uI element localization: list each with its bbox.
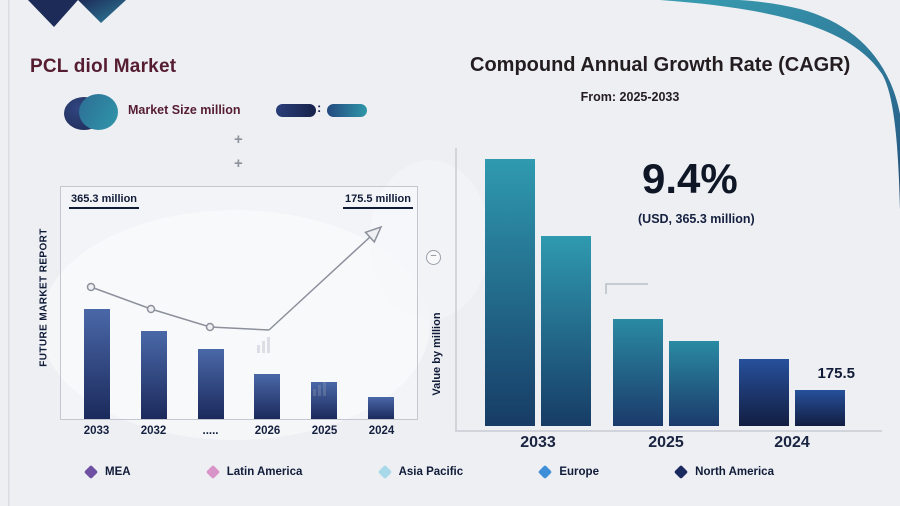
legend-diamond-icon (377, 464, 392, 480)
chart-value-2024: 175.5 million (342, 193, 413, 209)
cagr-title: Compound Annual Growth Rate (CAGR) (470, 54, 851, 76)
market-x-label: ..... (202, 425, 219, 437)
cagr-group-2025: 2025 (613, 319, 719, 456)
value-callout: 175.5 (817, 365, 855, 382)
legend-item-mea: MEA (83, 464, 131, 480)
cagr-bars-row: 175.5 (739, 359, 855, 426)
cagr-value: 9.4% (642, 155, 738, 202)
page-title-left: PCL diol Market (30, 56, 177, 77)
legend-diamond-icon (538, 464, 553, 480)
cagr-bars-row (485, 159, 591, 426)
market-bar-2032 (140, 331, 167, 419)
cagr-note: (USD, 365.3 million) (638, 212, 755, 226)
market-bar-..... (197, 349, 224, 419)
cagr-bar-2024-2 (795, 390, 845, 426)
market-bar-2026 (254, 374, 281, 419)
market-x-labels: 2033 2032..... 2026 2025 2024 (60, 425, 418, 437)
cagr-y-axis-label: Value by million (431, 312, 443, 396)
market-x-label: 2032 (140, 425, 167, 437)
disc-teal (79, 94, 118, 130)
legend-diamond-icon (205, 464, 220, 480)
market-x-label: 2033 (83, 425, 110, 437)
market-bars (61, 187, 417, 419)
legend-label: Europe (559, 466, 599, 478)
chart-value-2033: 365.3 million (69, 193, 140, 209)
plus-decoration: + (234, 155, 243, 172)
legend-pill-separator: : (317, 100, 322, 115)
market-x-label: 2024 (368, 425, 395, 437)
cagr-bar-2025-2 (669, 341, 719, 426)
legend-label: Asia Pacific (398, 466, 464, 478)
legend-item-asia-pacific: Asia Pacific (377, 464, 464, 480)
cagr-bars-row (613, 319, 719, 426)
left-chart-y-axis-label: FUTURE MARKET REPORT (38, 228, 50, 367)
regions-legend: MEA Latin America Asia Pacific Europe North … (83, 464, 774, 480)
market-size-legend-label: Market Size million (128, 103, 241, 117)
legend-item-europe: Europe (538, 464, 599, 480)
market-size-chart: 365.3 million 175.5 million (60, 186, 418, 420)
market-bar-2024 (367, 397, 394, 419)
market-x-label: 2025 (311, 425, 338, 437)
step-line-decoration (605, 283, 648, 294)
cagr-groups: 2033 2025 175.5 2024 (455, 142, 885, 456)
legend-label: North America (695, 466, 774, 478)
cagr-bar-2025-1 (613, 319, 663, 426)
cagr-bar-2033-2 (541, 236, 591, 426)
cagr-bar-2033-1 (485, 159, 535, 426)
cagr-group-2024: 175.5 2024 (739, 359, 855, 456)
cagr-x-label: 2033 (520, 434, 556, 451)
cagr-subtitle: From: 2025-2033 (580, 90, 680, 104)
plus-decoration: + (234, 131, 243, 148)
soft-blob-small (370, 160, 490, 320)
legend-diamond-icon (83, 464, 99, 480)
legend-pill-teal (327, 104, 367, 117)
legend-pill-navy (276, 104, 316, 117)
cagr-x-label: 2025 (648, 434, 684, 451)
market-x-label: 2026 (254, 425, 281, 437)
legend-label: Latin America (226, 466, 303, 478)
minus-circle-decoration: − (426, 250, 441, 265)
legend-diamond-icon (674, 464, 689, 480)
cagr-bar-2024-1 (739, 359, 789, 426)
market-bar-2033 (84, 309, 111, 419)
legend-item-north-america: North America (674, 464, 774, 480)
legend-label: MEA (105, 466, 131, 478)
cagr-x-label: 2024 (774, 434, 810, 451)
left-frame-line (8, 0, 10, 506)
market-bar-2025 (310, 382, 337, 419)
corner-triangle-navy (28, 0, 78, 27)
market-size-disc-icon (64, 94, 120, 132)
corner-triangle-teal (78, 0, 126, 23)
cagr-group-2033: 2033 (485, 159, 591, 456)
legend-item-latin-america: Latin America (205, 464, 303, 480)
